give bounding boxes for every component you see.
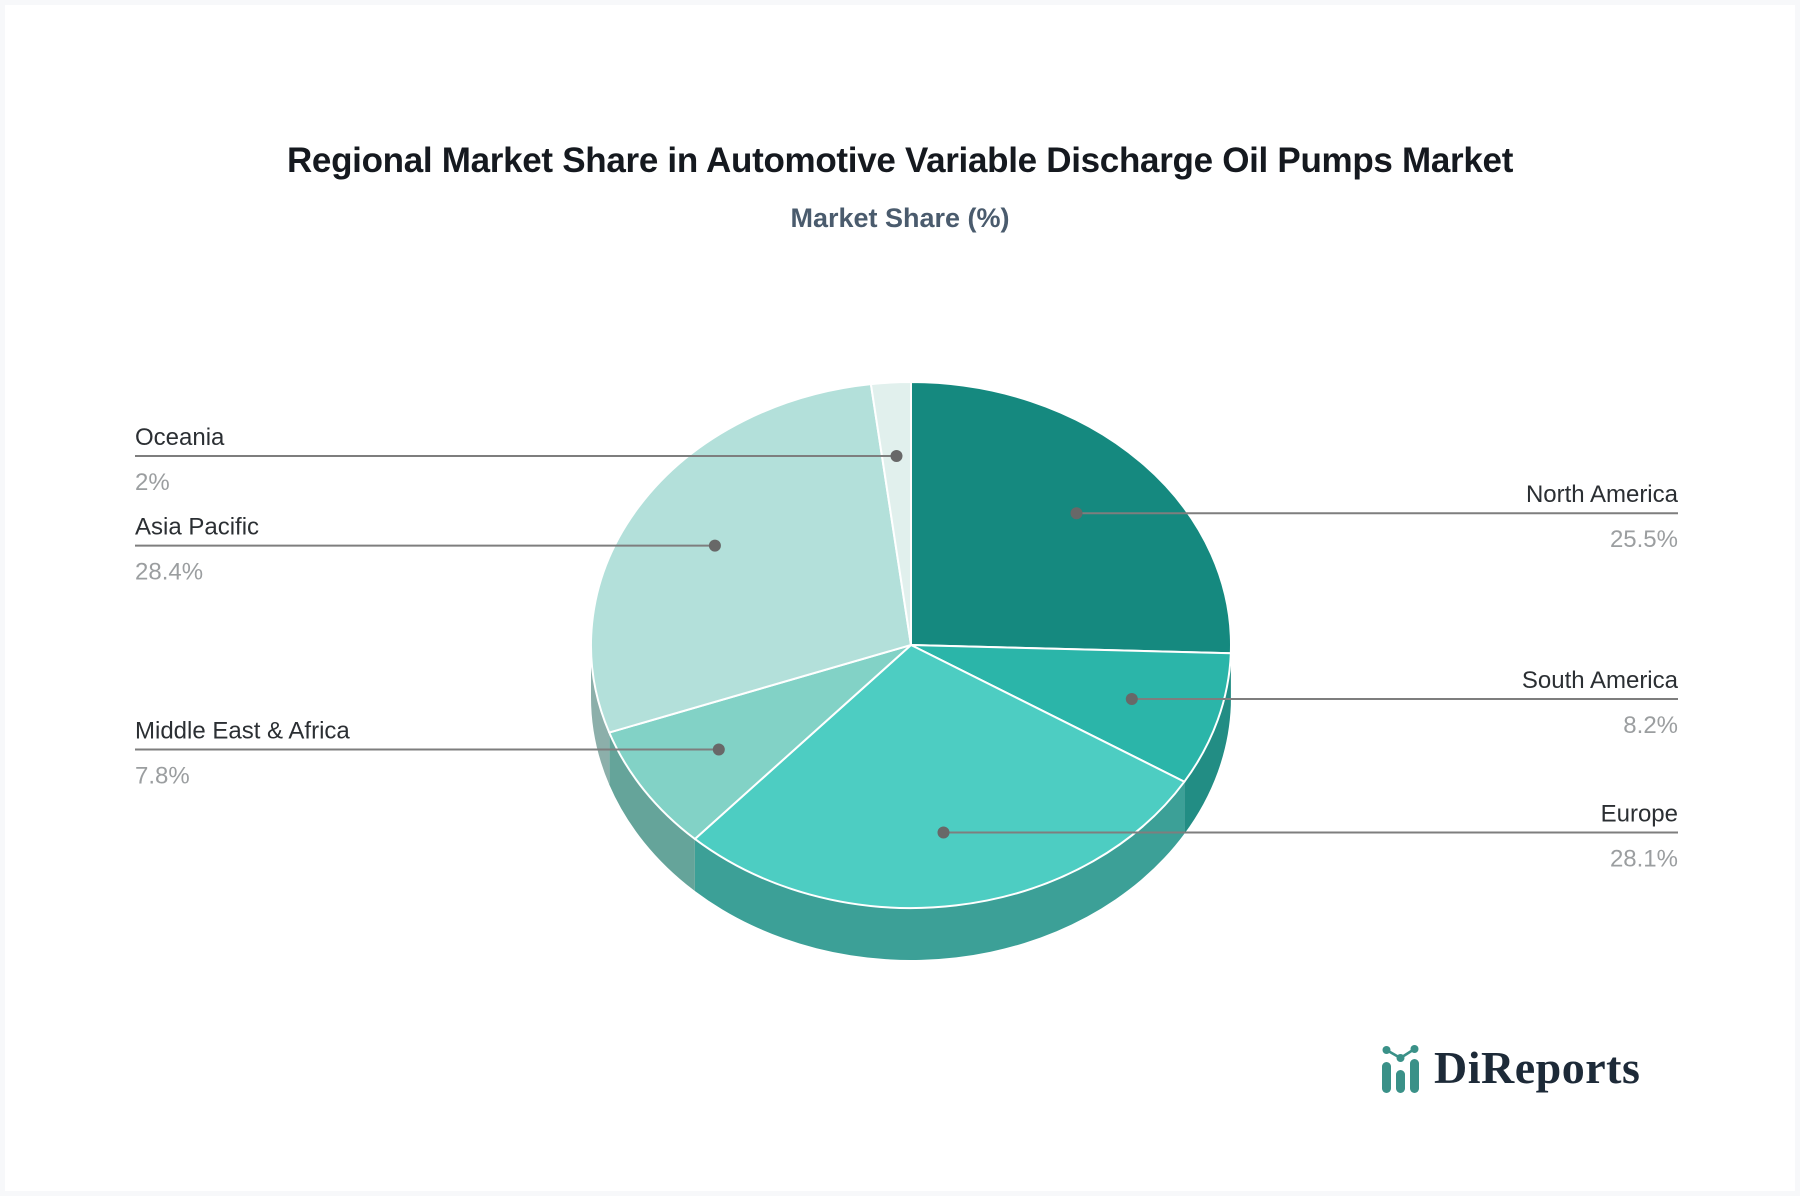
pie-slice-south-america[interactable] — [910, 644, 1232, 783]
slice-value-oceania: 2% — [135, 469, 170, 496]
leader-dot-north-america — [1070, 507, 1083, 520]
chart-subtitle: Market Share (%) — [790, 203, 1010, 233]
bar-line-chart-icon — [1382, 1045, 1419, 1093]
leader-dot-asia-pacific — [708, 539, 721, 552]
chart-card: Regional Market Share in Automotive Vari… — [5, 5, 1795, 1191]
leader-dot-middle-east-africa — [712, 743, 725, 756]
slice-value-middle-east-africa: 7.8% — [135, 763, 190, 790]
pie-slice-side-south-america — [1184, 653, 1231, 834]
leader-dot-oceania — [890, 450, 903, 462]
leader-dot-europe — [937, 826, 950, 839]
brand-logo: DiReports — [1377, 1043, 1640, 1093]
brand-logo-text: DiReports — [1434, 1042, 1641, 1093]
slice-value-north-america: 25.5% — [1610, 526, 1678, 553]
pie-chart: North America 25.5% South America 8.2% Europ… — [135, 380, 1679, 961]
slice-label-middle-east-africa: Middle East & Africa — [135, 718, 350, 745]
chart-title: Regional Market Share in Automotive Vari… — [286, 141, 1514, 180]
leader-dot-south-america — [1125, 693, 1138, 705]
slice-value-europe: 28.1% — [1610, 846, 1678, 873]
slice-label-north-america: North America — [1526, 481, 1679, 508]
pie-slice-side-europe — [694, 781, 1185, 961]
pie-slice-north-america[interactable] — [910, 381, 1232, 655]
pie-slice-oceania[interactable] — [869, 380, 912, 646]
slice-label-europe: Europe — [1601, 801, 1678, 828]
slice-value-asia-pacific: 28.4% — [135, 559, 203, 586]
slice-label-asia-pacific: Asia Pacific — [135, 514, 259, 541]
slice-label-south-america: South America — [1522, 667, 1679, 694]
slice-label-oceania: Oceania — [135, 424, 225, 451]
pie-slice-europe[interactable] — [693, 644, 1186, 910]
pie-slice-middle-east-africa[interactable] — [608, 644, 912, 840]
pie-slice-asia-pacific[interactable] — [590, 383, 912, 734]
slice-value-south-america: 8.2% — [1623, 712, 1678, 739]
